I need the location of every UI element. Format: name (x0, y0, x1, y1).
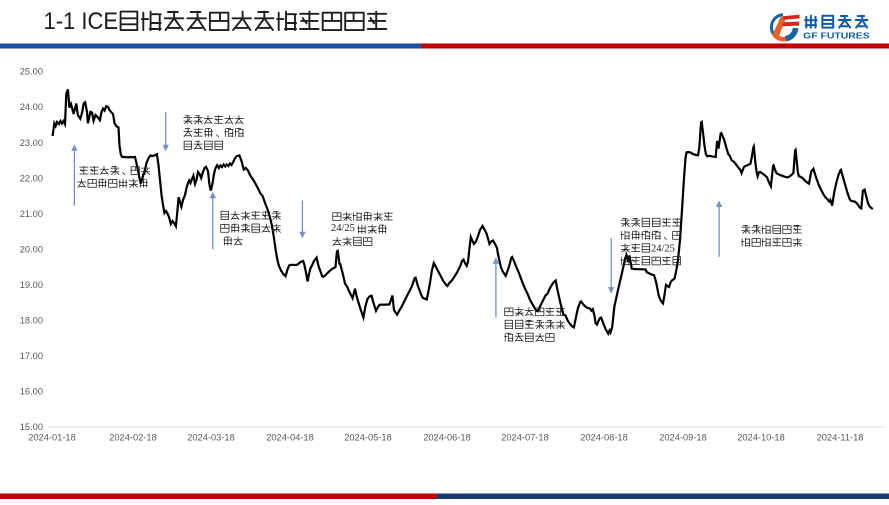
svg-text:2024-02-18: 2024-02-18 (109, 433, 157, 443)
svg-text:2024-11-18: 2024-11-18 (817, 433, 864, 443)
svg-text:1-1 ICE: 1-1 ICE (44, 8, 119, 35)
svg-text:GF FUTURES: GF FUTURES (803, 31, 870, 40)
svg-text:22.00: 22.00 (20, 173, 43, 183)
svg-text:24.00: 24.00 (20, 102, 43, 112)
svg-text:2024-09-18: 2024-09-18 (659, 433, 707, 443)
svg-text:18.00: 18.00 (20, 316, 43, 326)
svg-text:16.00: 16.00 (20, 387, 43, 397)
svg-text:20.00: 20.00 (20, 244, 43, 254)
svg-text:24/25: 24/25 (331, 223, 355, 234)
svg-text:25.00: 25.00 (20, 67, 43, 77)
svg-text:2024-01-18: 2024-01-18 (28, 433, 76, 443)
svg-text:23.00: 23.00 (20, 138, 43, 148)
svg-text:2024-06-18: 2024-06-18 (423, 433, 471, 443)
svg-text:19.00: 19.00 (20, 280, 43, 290)
svg-text:24/25: 24/25 (651, 244, 675, 255)
svg-text:17.00: 17.00 (20, 351, 43, 361)
svg-text:2024-03-18: 2024-03-18 (187, 433, 235, 443)
svg-text:2024-10-18: 2024-10-18 (737, 433, 785, 443)
svg-text:2024-05-18: 2024-05-18 (344, 433, 392, 443)
svg-text:21.00: 21.00 (20, 209, 43, 219)
svg-text:2024-04-18: 2024-04-18 (266, 433, 314, 443)
svg-text:2024-08-18: 2024-08-18 (580, 433, 628, 443)
svg-text:15.00: 15.00 (20, 422, 43, 432)
svg-text:2024-07-18: 2024-07-18 (501, 433, 549, 443)
